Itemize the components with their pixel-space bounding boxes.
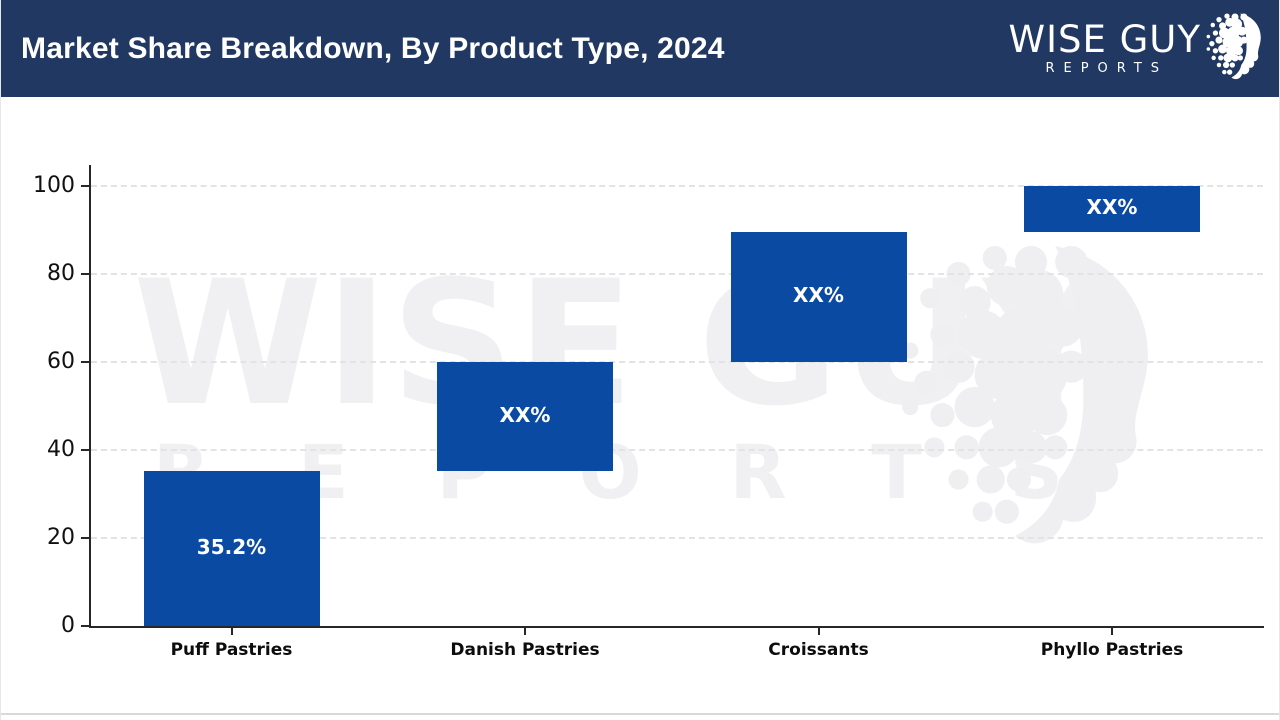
bar-phyllo-pastries [1024, 186, 1200, 233]
gridline-40 [91, 449, 1263, 451]
figure-border-bottom [1, 713, 1279, 715]
wise-guy-logo: WISE GUY REPORTS [1008, 11, 1279, 87]
y-tick-label-60: 60 [47, 349, 75, 374]
logo-wordmark-line1: WISE GUY [1008, 18, 1201, 62]
x-tick-mark-phyllo-pastries [1111, 628, 1113, 635]
x-tick-mark-danish-pastries [524, 628, 526, 635]
y-axis-line [89, 165, 91, 628]
bar-label-danish-pastries: XX% [499, 402, 551, 427]
bar-label-phyllo-pastries: XX% [1086, 195, 1138, 220]
logo-wordmark-line2: REPORTS [1045, 60, 1169, 76]
bar-label-croissants: XX% [793, 283, 844, 308]
y-tick-mark-20 [81, 537, 90, 539]
y-tick-label-80: 80 [47, 261, 75, 286]
face-profile-icon [1206, 12, 1261, 79]
x-axis-line [89, 626, 1264, 628]
y-tick-label-0: 0 [61, 613, 75, 638]
x-tick-mark-croissants [817, 628, 820, 635]
y-tick-label-40: 40 [47, 437, 75, 462]
y-tick-mark-100 [81, 185, 90, 187]
y-tick-label-20: 20 [47, 525, 75, 550]
bar-croissants [730, 232, 907, 362]
gridline-80 [91, 273, 1263, 275]
x-tick-label-puff-pastries: Puff Pastries [170, 640, 293, 660]
gridline-60 [91, 361, 1263, 363]
x-tick-label-danish-pastries: Danish Pastries [450, 640, 600, 660]
x-tick-label-croissants: Croissants [768, 640, 869, 660]
y-tick-label-100: 100 [33, 173, 75, 198]
y-tick-mark-0 [81, 625, 90, 627]
y-tick-mark-60 [81, 361, 90, 363]
x-tick-mark-puff-pastries [230, 628, 233, 635]
gridline-100 [91, 185, 1263, 187]
header-banner: Market Share Breakdown, By Product Type,… [1, 0, 1279, 97]
y-tick-mark-40 [81, 449, 90, 451]
y-tick-mark-80 [81, 273, 90, 275]
x-tick-label-phyllo-pastries: Phyllo Pastries [1040, 640, 1184, 660]
logo-wordmark: WISE GUY REPORTS [1008, 18, 1201, 76]
bar-danish-pastries [437, 362, 613, 472]
page-title: Market Share Breakdown, By Product Type,… [21, 31, 725, 65]
gridline-20 [91, 537, 1263, 539]
bar-puff-pastries [143, 471, 320, 626]
bar-label-puff-pastries: 35.2% [196, 534, 267, 559]
